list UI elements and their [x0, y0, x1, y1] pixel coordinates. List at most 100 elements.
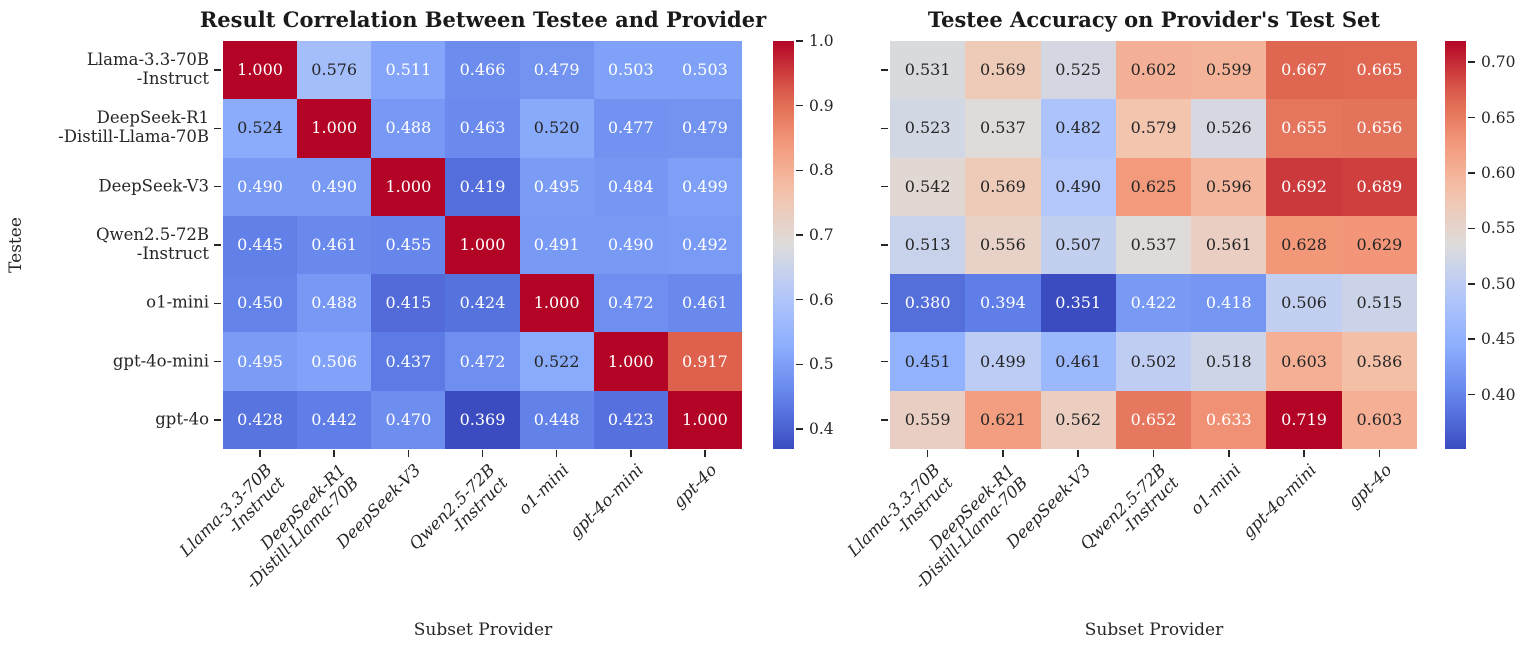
- heatmap-cell: 0.667: [1266, 41, 1342, 100]
- colorbar-tick-mark: [796, 104, 803, 107]
- y-tick-mark: [881, 127, 888, 130]
- accuracy-heatmap: 0.531 0.569 0.525 0.602 0.599 0.667 0.665 0.523…: [890, 41, 1417, 449]
- heatmap-cell: 0.466: [445, 41, 520, 100]
- heatmap-cell: 0.437: [371, 332, 446, 391]
- y-tick-mark: [214, 127, 221, 130]
- x-tick-mark: [407, 450, 410, 457]
- heatmap-cell: 0.479: [519, 41, 594, 100]
- y-tick-label: o1-mini: [146, 292, 209, 312]
- heatmap-cell: 0.369: [445, 390, 520, 449]
- heatmap-cell: 0.633: [1191, 390, 1267, 449]
- heatmap-cell: 0.562: [1040, 390, 1116, 449]
- heatmap-cell: 0.569: [965, 157, 1041, 216]
- colorbar-tick-mark: [796, 234, 803, 236]
- y-tick-mark: [881, 244, 888, 246]
- x-tick-mark: [704, 450, 706, 457]
- x-tick-label: gpt-4o: [1343, 460, 1396, 512]
- colorbar-tick-label: 0.60: [1481, 163, 1516, 182]
- heatmap-cell: 0.507: [1040, 215, 1116, 275]
- heatmap-cell: 1.000: [519, 274, 594, 333]
- heatmap-cell: 0.491: [519, 215, 594, 275]
- heatmap-cell: 0.419: [445, 157, 520, 216]
- heatmap-cell: 0.415: [371, 274, 446, 333]
- x-tick-label: gpt-4o-mini: [1238, 460, 1320, 542]
- y-tick-mark: [214, 360, 221, 363]
- heatmap-cell: 0.502: [1115, 332, 1192, 391]
- colorbar-tick-label: 0.5: [809, 355, 834, 374]
- heatmap-cell: 0.537: [1115, 215, 1192, 275]
- x-tick-mark: [555, 450, 558, 457]
- heatmap-cell: 0.917: [667, 332, 742, 391]
- heatmap-cell: 0.525: [1040, 41, 1116, 100]
- heatmap-cell: 0.526: [1191, 99, 1267, 158]
- heatmap-cell: 1.000: [445, 215, 520, 275]
- heatmap-cell: 0.603: [1341, 390, 1417, 449]
- left-x-axis-label: Subset Provider: [413, 620, 553, 640]
- heatmap-cell: 0.477: [593, 99, 668, 158]
- heatmap-cell: 0.448: [519, 390, 594, 449]
- heatmap-cell: 0.490: [593, 215, 668, 275]
- colorbar-tick-label: 0.50: [1481, 274, 1516, 293]
- heatmap-cell: 0.506: [1266, 274, 1342, 333]
- heatmap-cell: 0.492: [667, 215, 742, 275]
- heatmap-cell: 0.394: [965, 274, 1041, 333]
- heatmap-cell: 0.451: [890, 332, 966, 391]
- heatmap-cell: 0.603: [1266, 332, 1342, 391]
- colorbar-tick-label: 0.6: [809, 290, 834, 309]
- heatmap-cell: 0.655: [1266, 99, 1342, 158]
- heatmap-cell: 0.461: [1040, 332, 1116, 391]
- heatmap-cell: 0.351: [1040, 274, 1116, 333]
- colorbar-tick-mark: [1468, 116, 1475, 119]
- x-tick-label: o1-mini: [514, 460, 573, 519]
- heatmap-cell: 0.719: [1266, 390, 1342, 449]
- heatmap-cell: 0.513: [890, 215, 966, 275]
- x-tick-mark: [926, 450, 929, 457]
- y-tick-mark: [214, 244, 221, 246]
- heatmap-cell: 0.428: [223, 390, 298, 449]
- heatmap-cell: 0.524: [223, 99, 298, 158]
- y-tick-label: DeepSeek-V3: [98, 176, 209, 196]
- colorbar-tick-mark: [796, 428, 803, 430]
- x-tick-mark: [1002, 450, 1004, 457]
- y-tick-label: Qwen2.5-72B -Instruct: [96, 225, 209, 263]
- heatmap-cell: 0.569: [965, 41, 1041, 100]
- y-tick-mark: [881, 185, 888, 188]
- heatmap-cell: 0.479: [667, 99, 742, 158]
- heatmap-cell: 1.000: [297, 99, 372, 158]
- x-tick-mark: [630, 450, 632, 457]
- colorbar-tick-label: 0.70: [1481, 53, 1516, 72]
- heatmap-cell: 0.490: [1040, 157, 1116, 216]
- heatmap-cell: 0.442: [297, 390, 372, 449]
- colorbar-tick-label: 0.45: [1481, 330, 1516, 349]
- left-colorbar: [773, 41, 794, 449]
- colorbar-tick-label: 0.65: [1481, 108, 1516, 127]
- heatmap-cell: 0.424: [445, 274, 520, 333]
- heatmap-cell: 0.537: [965, 99, 1041, 158]
- heatmap-cell: 0.561: [1191, 215, 1267, 275]
- heatmap-cell: 0.511: [371, 41, 446, 100]
- x-tick-mark: [1077, 450, 1079, 457]
- heatmap-cell: 0.490: [223, 157, 298, 216]
- heatmap-cell: 0.531: [890, 41, 966, 100]
- heatmap-cell: 0.422: [1115, 274, 1192, 333]
- heatmap-cell: 0.522: [519, 332, 594, 391]
- heatmap-cell: 0.506: [297, 332, 372, 391]
- heatmap-cell: 0.579: [1115, 99, 1192, 158]
- x-tick-mark: [1303, 450, 1305, 457]
- heatmap-cell: 0.576: [297, 41, 372, 100]
- y-tick-mark: [881, 419, 888, 421]
- right-colorbar: [1445, 41, 1466, 449]
- colorbar-tick-mark: [796, 169, 803, 172]
- colorbar-tick-mark: [1468, 172, 1475, 174]
- y-tick-label: gpt-4o-mini: [112, 351, 209, 371]
- right-x-axis-label: Subset Provider: [1084, 620, 1224, 640]
- x-tick-mark: [333, 450, 335, 457]
- right-plot-title: Testee Accuracy on Provider's Test Set: [927, 7, 1381, 32]
- y-tick-label: Llama-3.3-70B -Instruct: [86, 50, 209, 89]
- heatmap-cell: 0.499: [667, 157, 742, 216]
- colorbar-tick-mark: [1468, 283, 1475, 285]
- heatmap-cell: 0.380: [890, 274, 966, 333]
- colorbar-tick-mark: [1468, 61, 1475, 63]
- heatmap-cell: 0.586: [1341, 332, 1417, 391]
- colorbar-tick-label: 0.8: [809, 161, 834, 180]
